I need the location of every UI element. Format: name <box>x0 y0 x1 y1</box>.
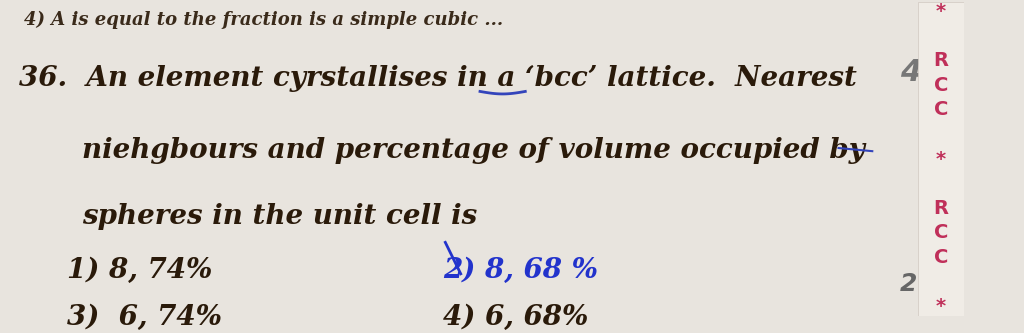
Text: R: R <box>933 199 948 218</box>
Text: 2: 2 <box>900 272 918 296</box>
Text: *: * <box>936 150 946 168</box>
Text: 4: 4 <box>900 58 922 87</box>
Text: C: C <box>934 223 948 242</box>
Text: C: C <box>934 100 948 119</box>
Text: 1) 8, 74%: 1) 8, 74% <box>68 256 213 283</box>
Text: 36.  An element cyrstallises in a ‘bcc’ lattice.  Nearest: 36. An element cyrstallises in a ‘bcc’ l… <box>19 65 857 92</box>
Text: R: R <box>933 51 948 70</box>
Text: *: * <box>936 2 946 21</box>
Text: C: C <box>934 248 948 267</box>
Text: C: C <box>934 76 948 95</box>
Text: 3)  6, 74%: 3) 6, 74% <box>68 304 222 331</box>
Bar <box>918 2 964 316</box>
Text: niehgbours and percentage of volume occupied by: niehgbours and percentage of volume occu… <box>82 137 865 164</box>
Text: *: * <box>936 297 946 316</box>
Text: spheres in the unit cell is: spheres in the unit cell is <box>82 203 477 230</box>
Text: 2) 8, 68 %: 2) 8, 68 % <box>443 256 598 283</box>
Text: 4) 6, 68%: 4) 6, 68% <box>443 304 589 331</box>
Text: 4) A is equal to the fraction is a simple cubic ...: 4) A is equal to the fraction is a simpl… <box>25 11 503 30</box>
